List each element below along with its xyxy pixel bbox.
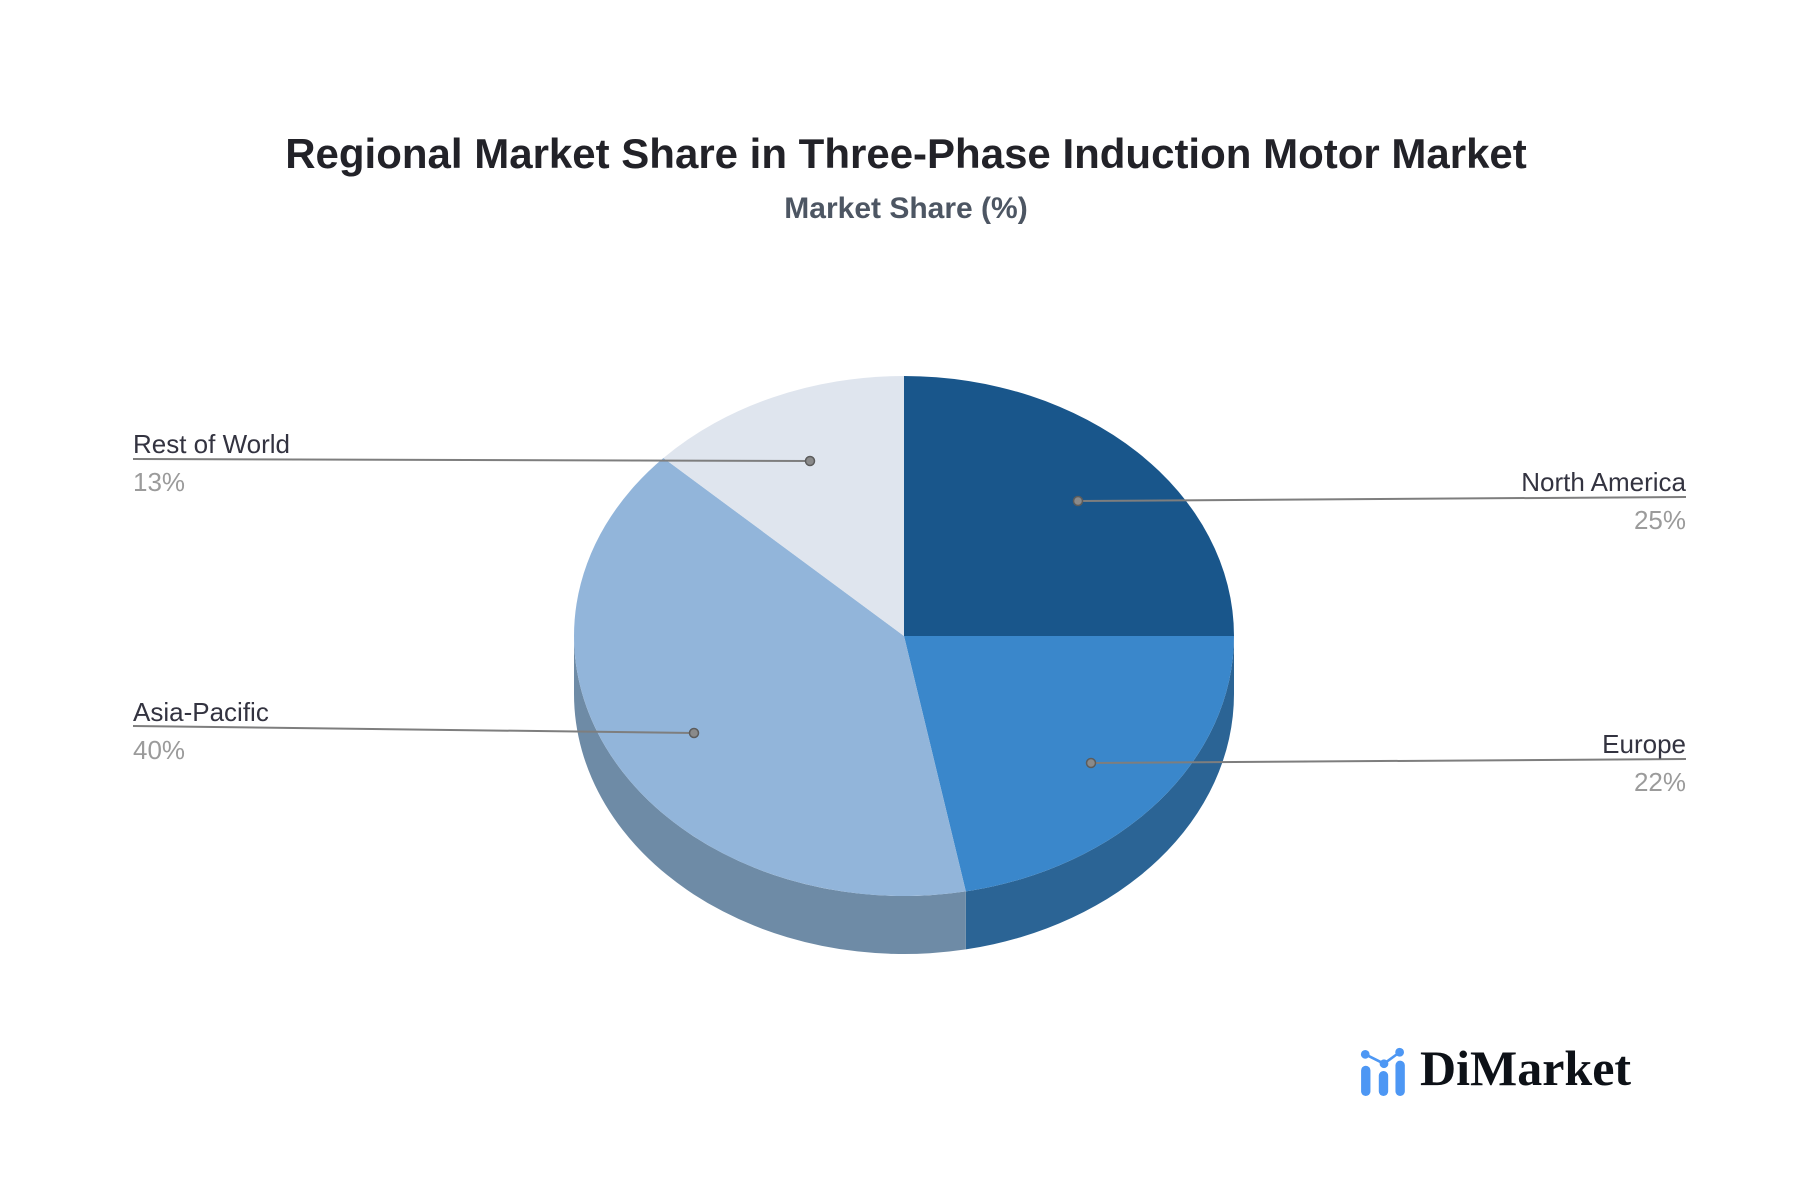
dimarket-logo: DiMarket bbox=[1360, 1042, 1631, 1096]
callout-dot-europe bbox=[1085, 757, 1097, 769]
pie-slice-side-europe bbox=[965, 636, 1234, 950]
callout-line-north-america bbox=[1077, 496, 1687, 502]
callout-dot-asia-pacific bbox=[688, 727, 700, 739]
chart-subtitle: Market Share (%) bbox=[784, 192, 1028, 225]
slice-percent-europe: 22% bbox=[1633, 767, 1686, 797]
pie-slice-europe[interactable] bbox=[904, 636, 1234, 892]
slice-label-europe: Europe bbox=[1602, 729, 1686, 759]
slice-label-north-america: North America bbox=[1521, 467, 1686, 497]
slice-label-rest-of-world: Rest of World bbox=[133, 429, 291, 459]
slice-percent-rest-of-world: 13% bbox=[133, 467, 186, 497]
callout-line-europe bbox=[1090, 758, 1687, 764]
pie-slice-north-america[interactable] bbox=[904, 376, 1234, 636]
pie-slice-side-asia-pacific bbox=[574, 636, 966, 954]
callout-asia-pacific: Asia-Pacific 40% bbox=[133, 697, 269, 765]
callout-rest-of-world: Rest of World 13% bbox=[133, 429, 290, 497]
slice-label-asia-pacific: Asia-Pacific bbox=[133, 697, 269, 727]
chart-title: Regional Market Share in Three-Phase Ind… bbox=[285, 130, 1527, 177]
callout-line-asia-pacific bbox=[132, 725, 695, 734]
pie-slice-rest-of-world[interactable] bbox=[663, 376, 904, 636]
callout-line-rest-of-world bbox=[132, 458, 811, 462]
bar-chart-icon bbox=[1360, 1047, 1405, 1096]
pie-slice-asia-pacific[interactable] bbox=[574, 458, 966, 896]
callout-dot-north-america bbox=[1072, 495, 1084, 507]
callout-dot-rest-of-world bbox=[804, 455, 816, 467]
callout-europe: Europe 22% bbox=[1602, 729, 1686, 797]
slice-percent-asia-pacific: 40% bbox=[133, 735, 186, 765]
dimarket-wordmark: DiMarket bbox=[1420, 1040, 1632, 1096]
callout-north-america: North America 25% bbox=[1521, 467, 1686, 535]
slice-percent-north-america: 25% bbox=[1633, 505, 1686, 535]
